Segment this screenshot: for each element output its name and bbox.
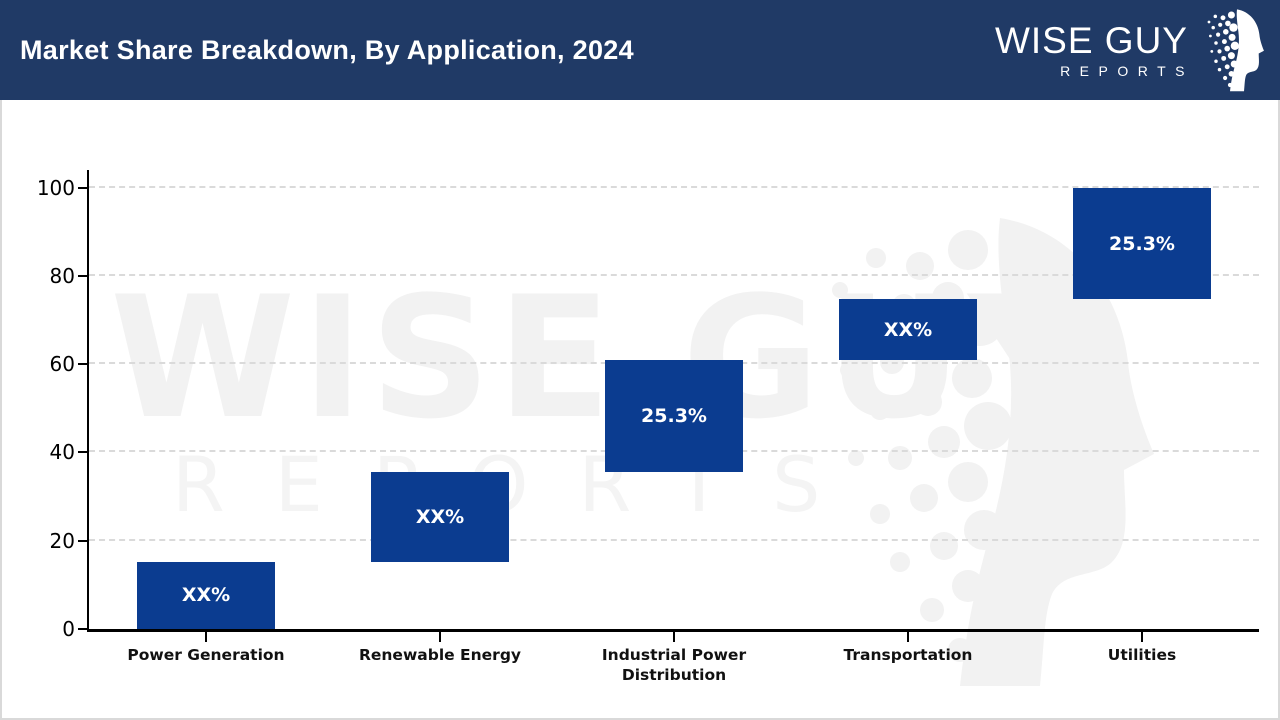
category-label: Transportation <box>843 646 973 664</box>
y-tick-mark <box>78 363 87 366</box>
logo-wordmark-line2: REPORTS <box>1060 62 1194 79</box>
y-tick-label: 20 <box>49 528 75 553</box>
logo-wordmark: WISE GUY REPORTS <box>995 22 1188 79</box>
y-tick-mark <box>78 186 87 189</box>
bar: XX% <box>839 299 977 361</box>
y-tick-mark <box>78 274 87 277</box>
logo-wordmark-line1: WISE GUY <box>994 19 1188 61</box>
chart-area: WISE GUY REPORTS 0 20 40 60 80 100 XX% Power Ge… <box>2 100 1278 718</box>
bar-value-label: 25.3% <box>641 405 707 428</box>
bar-value-label: XX% <box>883 318 933 341</box>
gridline <box>89 273 1259 276</box>
plot-area: 0 20 40 60 80 100 XX% Power Generation XX% Renewa… <box>37 170 1259 684</box>
bar: XX% <box>371 471 509 562</box>
bar-value-label: XX% <box>181 584 231 607</box>
y-tick-label: 0 <box>62 617 75 641</box>
y-tick-mark <box>78 539 87 542</box>
bar-value-label: 25.3% <box>1109 232 1175 255</box>
y-tick-mark <box>78 628 87 630</box>
x-tick-mark <box>1141 632 1143 642</box>
category-label: Utilities <box>1107 646 1177 664</box>
category-label: Power Generation <box>127 646 285 664</box>
y-tick-label: 100 <box>36 175 75 200</box>
brand-logo: WISE GUY REPORTS <box>995 8 1266 92</box>
x-tick-mark <box>907 632 909 642</box>
y-tick-mark <box>78 451 87 454</box>
header: Market Share Breakdown, By Application, … <box>0 0 1280 100</box>
x-tick-mark <box>673 632 675 642</box>
wiseguy-head-icon <box>1207 9 1264 92</box>
category-label: Renewable Energy <box>358 646 522 664</box>
gridline <box>89 538 1259 541</box>
x-tick-mark <box>439 632 441 642</box>
y-tick-label: 60 <box>49 352 75 377</box>
bar: 25.3% <box>605 360 743 472</box>
x-tick-mark <box>205 632 207 642</box>
category-label: Industrial Power Distribution <box>601 646 747 685</box>
page-title: Market Share Breakdown, By Application, … <box>20 34 634 65</box>
y-tick-label: 40 <box>49 440 75 465</box>
bar: 25.3% <box>1073 187 1211 300</box>
bar-value-label: XX% <box>415 505 465 528</box>
bar: XX% <box>137 561 275 629</box>
y-tick-label: 80 <box>49 263 75 288</box>
gridline <box>89 185 1259 188</box>
